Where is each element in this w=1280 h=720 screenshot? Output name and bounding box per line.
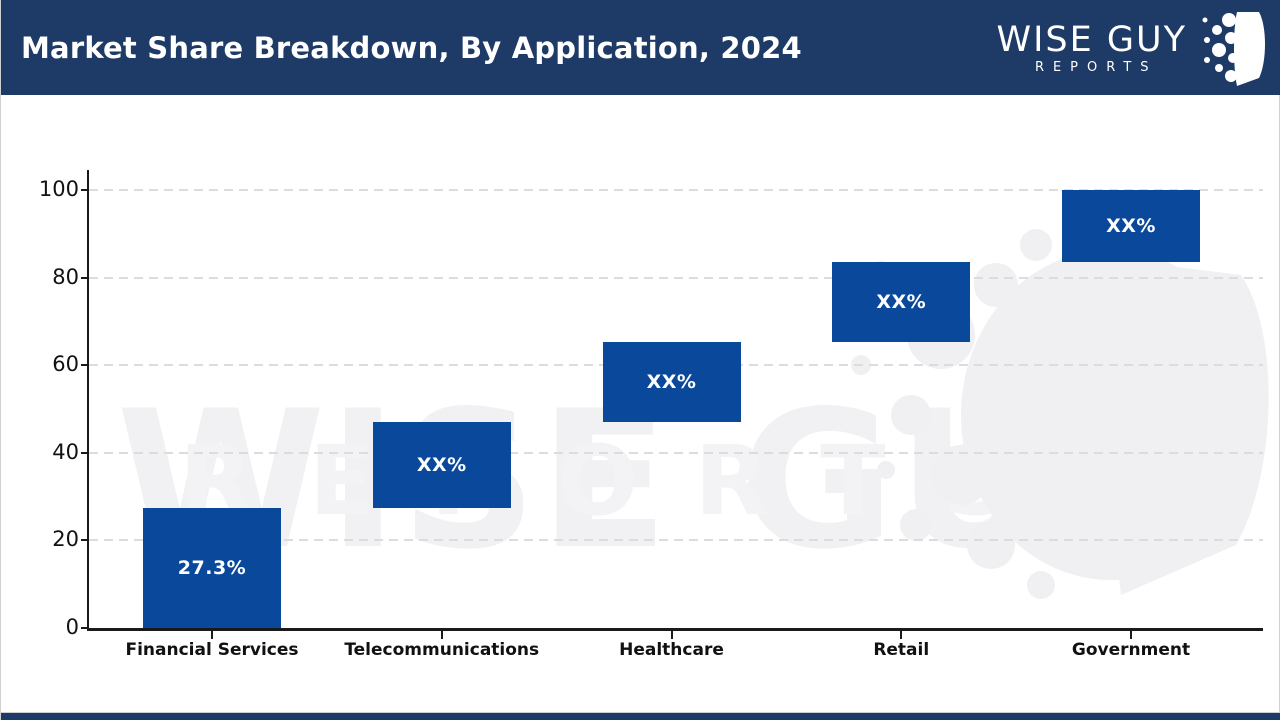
x-axis-label-financial-services: Financial Services (125, 640, 299, 660)
y-tick-100 (81, 189, 89, 191)
brand-logo-primary: WISE GUY (996, 20, 1187, 60)
y-tick-60 (81, 364, 89, 367)
bar-value-label-retail: XX% (876, 290, 927, 313)
brand-logo-text: WISE GUY REPORTS (996, 21, 1187, 75)
x-axis-label-government: Government (1071, 640, 1191, 660)
x-axis-label-healthcare: Healthcare (619, 640, 724, 660)
bar-healthcare: XX% (602, 341, 741, 422)
x-axis (87, 628, 1263, 631)
bar-value-label-government: XX% (1106, 214, 1156, 237)
header-bar: Market Share Breakdown, By Application, … (1, 0, 1280, 95)
chart-title: Market Share Breakdown, By Application, … (21, 30, 802, 65)
y-tick-40 (81, 451, 89, 454)
bar-telecommunications: XX% (372, 421, 511, 509)
y-tick-20 (81, 539, 89, 542)
y-tick-label-20: 20 (52, 527, 79, 552)
y-tick-label-100: 100 (38, 177, 79, 201)
x-tick-retail (900, 630, 903, 639)
x-tick-government (1130, 630, 1132, 639)
x-tick-healthcare (670, 630, 673, 639)
bar-government: XX% (1062, 190, 1200, 262)
gridline-20 (89, 539, 1263, 542)
bar-value-label-telecommunications: XX% (416, 454, 467, 477)
y-tick-label-60: 60 (52, 352, 79, 377)
y-tick-0 (81, 627, 89, 629)
footer-bar (1, 713, 1280, 720)
brand-logo: WISE GUY REPORTS (996, 8, 1267, 88)
bar-value-label-financial-services: 27.3% (177, 557, 247, 580)
x-axis-label-retail: Retail (873, 640, 930, 660)
gridline-80 (89, 276, 1263, 279)
watermark-secondary-text: REPORTS (179, 425, 1067, 537)
y-tick-label-40: 40 (52, 439, 79, 464)
brand-logo-secondary: REPORTS (1034, 60, 1158, 75)
brand-head-dots-icon (1202, 12, 1265, 86)
y-tick-label-0: 0 (65, 615, 79, 639)
gridline-40 (89, 451, 1263, 454)
gridline-100 (89, 189, 1263, 191)
bar-financial-services: 27.3% (143, 508, 281, 628)
x-axis-label-telecommunications: Telecommunications (344, 640, 540, 660)
x-tick-telecommunications (440, 630, 443, 639)
y-axis (87, 170, 89, 630)
bar-retail: XX% (832, 261, 971, 342)
x-tick-financial-services (211, 630, 213, 639)
y-tick-80 (81, 276, 89, 279)
bar-value-label-healthcare: XX% (646, 370, 697, 393)
y-tick-label-80: 80 (52, 264, 79, 289)
